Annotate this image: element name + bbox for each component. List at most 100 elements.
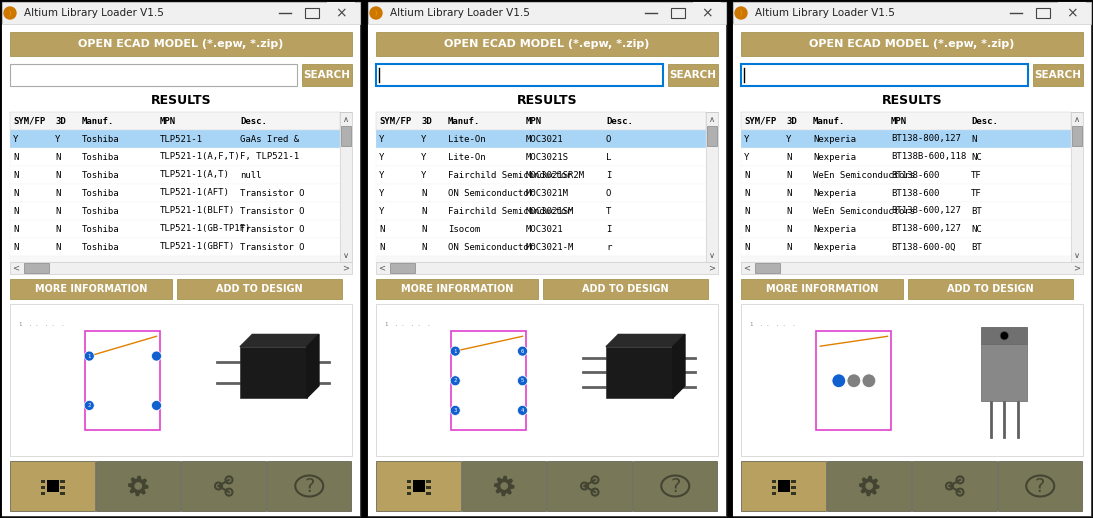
Text: Lite-On: Lite-On xyxy=(448,135,485,143)
Text: MOC3021S: MOC3021S xyxy=(526,152,569,162)
Circle shape xyxy=(862,374,875,388)
Text: I: I xyxy=(606,170,611,180)
Bar xyxy=(546,461,632,511)
Text: BT: BT xyxy=(971,207,982,215)
Bar xyxy=(10,279,172,299)
Bar xyxy=(1036,8,1050,18)
Bar xyxy=(302,64,352,86)
Bar xyxy=(741,304,1083,456)
Text: ∧: ∧ xyxy=(343,114,349,123)
Text: Altium Library Loader V1.5: Altium Library Loader V1.5 xyxy=(755,8,895,18)
Text: O: O xyxy=(606,189,611,197)
Bar xyxy=(741,256,1071,262)
Text: O: O xyxy=(606,135,611,143)
Bar xyxy=(668,64,718,86)
Bar xyxy=(376,304,718,456)
Text: ): ) xyxy=(739,10,743,16)
Bar xyxy=(376,112,706,130)
Bar xyxy=(407,480,411,482)
Circle shape xyxy=(501,483,507,489)
Bar xyxy=(368,24,726,516)
Bar xyxy=(10,148,340,166)
Bar xyxy=(2,2,360,516)
Text: N: N xyxy=(744,207,750,215)
Text: Y: Y xyxy=(379,189,385,197)
Bar xyxy=(826,461,910,511)
Bar xyxy=(633,461,717,511)
Text: ): ) xyxy=(374,10,378,16)
Text: N: N xyxy=(55,242,60,252)
Polygon shape xyxy=(495,477,514,496)
Bar xyxy=(706,112,718,262)
Text: N: N xyxy=(421,189,426,197)
Circle shape xyxy=(866,483,872,489)
Bar xyxy=(426,486,431,488)
Text: Toshiba: Toshiba xyxy=(82,207,119,215)
Text: N: N xyxy=(55,152,60,162)
Bar xyxy=(741,279,903,299)
Text: Nexperia: Nexperia xyxy=(813,135,856,143)
Text: MORE INFORMATION: MORE INFORMATION xyxy=(35,284,148,294)
Bar xyxy=(1072,126,1082,146)
Bar xyxy=(376,166,706,184)
Text: null: null xyxy=(240,170,261,180)
Bar xyxy=(376,130,706,148)
Bar xyxy=(413,480,425,492)
Bar xyxy=(267,461,351,511)
Bar xyxy=(2,2,360,24)
Polygon shape xyxy=(307,335,319,398)
Bar xyxy=(10,304,352,456)
Text: N: N xyxy=(379,224,385,234)
Bar xyxy=(407,492,411,495)
Text: 6: 6 xyxy=(521,349,525,354)
Bar xyxy=(10,220,340,238)
Text: SEARCH: SEARCH xyxy=(304,70,351,80)
Text: TLP521-1(BLFT): TLP521-1(BLFT) xyxy=(160,207,235,215)
Circle shape xyxy=(4,7,16,19)
Text: >: > xyxy=(342,264,350,272)
Circle shape xyxy=(152,351,162,361)
Text: Manuf.: Manuf. xyxy=(448,117,480,125)
Bar xyxy=(60,486,64,488)
Bar xyxy=(341,126,351,146)
Text: BT138B-600,118: BT138B-600,118 xyxy=(891,152,966,162)
Text: MOC3021: MOC3021 xyxy=(526,135,564,143)
Text: GaAs Ired &: GaAs Ired & xyxy=(240,135,299,143)
Text: N: N xyxy=(379,242,385,252)
Bar xyxy=(741,148,1071,166)
Text: MPN: MPN xyxy=(160,117,176,125)
Text: ∨: ∨ xyxy=(709,251,715,260)
Bar xyxy=(340,112,352,262)
Bar xyxy=(791,486,796,488)
Text: ×: × xyxy=(336,6,346,20)
Text: OPEN ECAD MODEL (*.epw, *.zip): OPEN ECAD MODEL (*.epw, *.zip) xyxy=(79,39,284,49)
Text: TLP521-1(AFT): TLP521-1(AFT) xyxy=(160,189,230,197)
Text: OPEN ECAD MODEL (*.epw, *.zip): OPEN ECAD MODEL (*.epw, *.zip) xyxy=(809,39,1014,49)
Text: 1: 1 xyxy=(454,349,457,354)
Text: N: N xyxy=(55,224,60,234)
Text: Transistor O: Transistor O xyxy=(240,207,305,215)
Polygon shape xyxy=(672,335,685,398)
Text: BT138-600,127: BT138-600,127 xyxy=(891,207,961,215)
Bar xyxy=(693,2,721,24)
Text: Toshiba: Toshiba xyxy=(82,152,119,162)
Text: ∧: ∧ xyxy=(1074,114,1080,123)
Bar xyxy=(707,126,717,146)
Text: ON Semiconductor: ON Semiconductor xyxy=(448,189,534,197)
Text: N: N xyxy=(55,189,60,197)
Text: N: N xyxy=(971,135,976,143)
Text: Toshiba: Toshiba xyxy=(82,189,119,197)
Text: TLP521-1: TLP521-1 xyxy=(160,135,203,143)
Text: ×: × xyxy=(1066,6,1078,20)
Text: OPEN ECAD MODEL (*.epw, *.zip): OPEN ECAD MODEL (*.epw, *.zip) xyxy=(445,39,649,49)
Text: MORE INFORMATION: MORE INFORMATION xyxy=(766,284,878,294)
Text: Y: Y xyxy=(421,152,426,162)
Text: <: < xyxy=(378,264,386,272)
Text: TLP521-1(A,T): TLP521-1(A,T) xyxy=(160,170,230,180)
Text: Desc.: Desc. xyxy=(606,117,633,125)
Text: ON Semiconductor: ON Semiconductor xyxy=(448,242,534,252)
Bar xyxy=(327,2,355,24)
Polygon shape xyxy=(129,477,148,496)
Bar xyxy=(741,220,1071,238)
Text: NC: NC xyxy=(971,224,982,234)
